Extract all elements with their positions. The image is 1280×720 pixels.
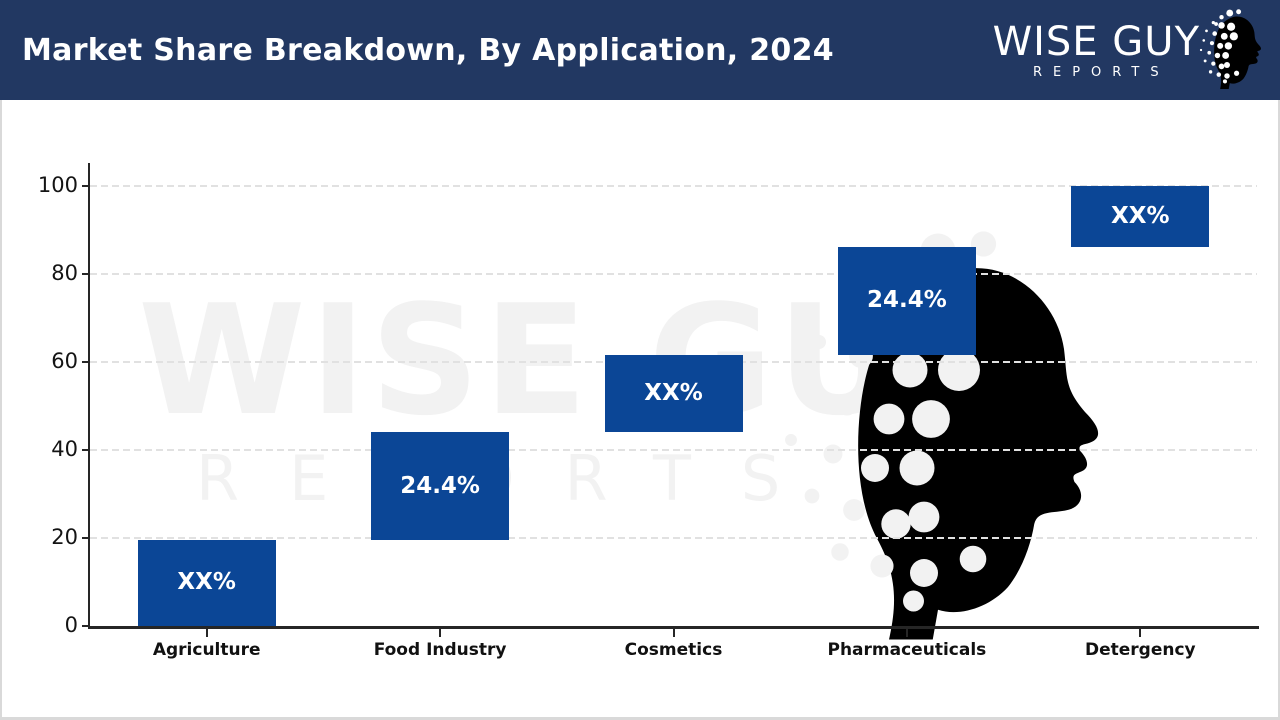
x-tick-label: Detergency (1084, 640, 1196, 660)
x-tick-label: Agriculture (152, 640, 261, 660)
bar-value-label: 24.4% (400, 472, 480, 499)
y-tick-mark (82, 625, 90, 627)
x-tick-mark (672, 629, 675, 637)
bar: 24.4% (371, 432, 510, 540)
gridline (90, 449, 1257, 451)
y-tick-mark (82, 449, 90, 451)
dotted-head-profile-icon (1199, 9, 1261, 89)
bar: XX% (1071, 186, 1210, 248)
bar-value-label: 24.4% (866, 287, 947, 314)
bar: 24.4% (837, 247, 976, 355)
chart-title: Market Share Breakdown, By Application, … (22, 32, 834, 68)
y-tick-mark (82, 185, 90, 187)
x-axis-spine (88, 626, 1259, 629)
gridline (90, 273, 1257, 275)
y-tick-label: 20 (51, 525, 78, 549)
brand-name: WISE GUY (992, 18, 1200, 65)
x-tick-label: Food Industry (373, 640, 507, 660)
y-tick-mark (82, 537, 90, 539)
y-axis-spine (88, 163, 90, 628)
x-tick-mark (439, 629, 442, 637)
bar: XX% (137, 539, 276, 626)
brand-wordmark: WISE GUY REPORTS (993, 21, 1200, 80)
x-tick-mark (1139, 629, 1142, 637)
bar-value-label: XX% (1111, 203, 1170, 230)
y-tick-mark (82, 361, 90, 363)
y-tick-label: 0 (64, 613, 78, 637)
brand-logo: WISE GUY REPORTS (993, 7, 1268, 93)
bar-value-label: XX% (644, 379, 703, 406)
y-tick-label: 80 (51, 261, 78, 285)
x-tick-mark (905, 629, 908, 637)
gridline (90, 185, 1257, 187)
bar-value-label: XX% (177, 569, 236, 596)
x-tick-label: Pharmaceuticals (827, 640, 987, 660)
x-tick-label: Cosmetics (624, 640, 723, 660)
y-tick-label: 60 (51, 349, 78, 373)
brand-subtitle: REPORTS (1032, 64, 1170, 80)
gridline (90, 537, 1257, 539)
bar: XX% (604, 354, 743, 433)
header-bar: Market Share Breakdown, By Application, … (0, 0, 1280, 100)
y-tick-label: 100 (37, 173, 78, 197)
x-tick-mark (205, 629, 208, 637)
y-tick-label: 40 (51, 437, 78, 461)
y-tick-mark (82, 273, 90, 275)
